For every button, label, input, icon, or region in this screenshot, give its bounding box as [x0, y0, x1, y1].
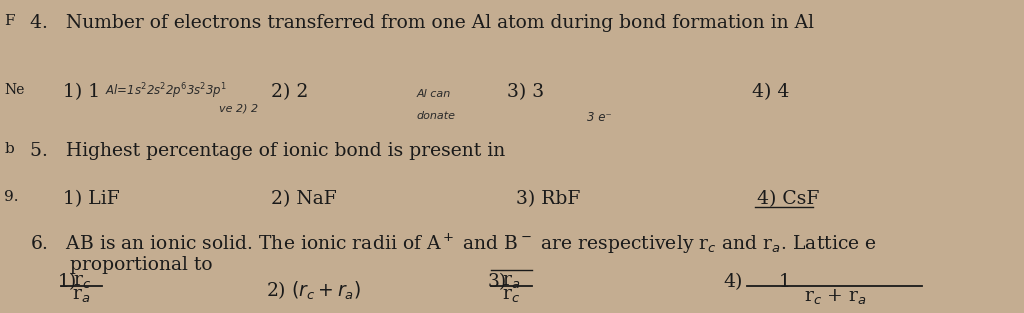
Text: ve 2) 2: ve 2) 2: [218, 103, 258, 113]
Text: 2) $(r_c + r_a)$: 2) $(r_c + r_a)$: [266, 280, 360, 302]
Text: r$_c$ + r$_a$: r$_c$ + r$_a$: [804, 287, 866, 306]
Text: proportional to: proportional to: [71, 256, 213, 274]
Text: 2) 2: 2) 2: [270, 83, 308, 101]
Text: r$_a$: r$_a$: [73, 287, 91, 305]
Text: 3): 3): [487, 273, 507, 291]
Text: 1): 1): [58, 273, 77, 291]
Text: r$_c$: r$_c$: [73, 273, 91, 291]
Text: 9.: 9.: [4, 190, 18, 204]
Text: 5.   Highest percentage of ionic bond is present in: 5. Highest percentage of ionic bond is p…: [30, 142, 505, 160]
Text: 4) 4: 4) 4: [752, 83, 790, 101]
Text: r$_a$: r$_a$: [502, 273, 520, 291]
Text: Al=1s$^2$2s$^2$2p$^6$3s$^2$3p$^1$: Al=1s$^2$2s$^2$2p$^6$3s$^2$3p$^1$: [105, 82, 227, 101]
Text: 4): 4): [724, 273, 743, 291]
Text: 4.   Number of electrons transferred from one Al atom during bond formation in A: 4. Number of electrons transferred from …: [30, 14, 814, 32]
Text: 1: 1: [779, 273, 792, 291]
Text: 3 e⁻: 3 e⁻: [587, 111, 611, 124]
Text: 4) CsF: 4) CsF: [757, 190, 819, 208]
Text: 3) RbF: 3) RbF: [516, 190, 581, 208]
Text: 3) 3: 3) 3: [507, 83, 544, 101]
Text: 6.   AB is an ionic solid. The ionic radii of A$^+$ and B$^-$ are respectively r: 6. AB is an ionic solid. The ionic radii…: [30, 232, 877, 256]
Text: 1) 1: 1) 1: [62, 83, 100, 101]
Text: r$_c$: r$_c$: [502, 287, 520, 305]
Text: donate: donate: [417, 111, 456, 121]
Text: 1) LiF: 1) LiF: [62, 190, 120, 208]
Text: b: b: [4, 142, 14, 156]
Text: 2) NaF: 2) NaF: [270, 190, 336, 208]
Text: Al can: Al can: [417, 90, 452, 100]
Text: F: F: [4, 14, 14, 28]
Text: Ne: Ne: [4, 83, 25, 97]
